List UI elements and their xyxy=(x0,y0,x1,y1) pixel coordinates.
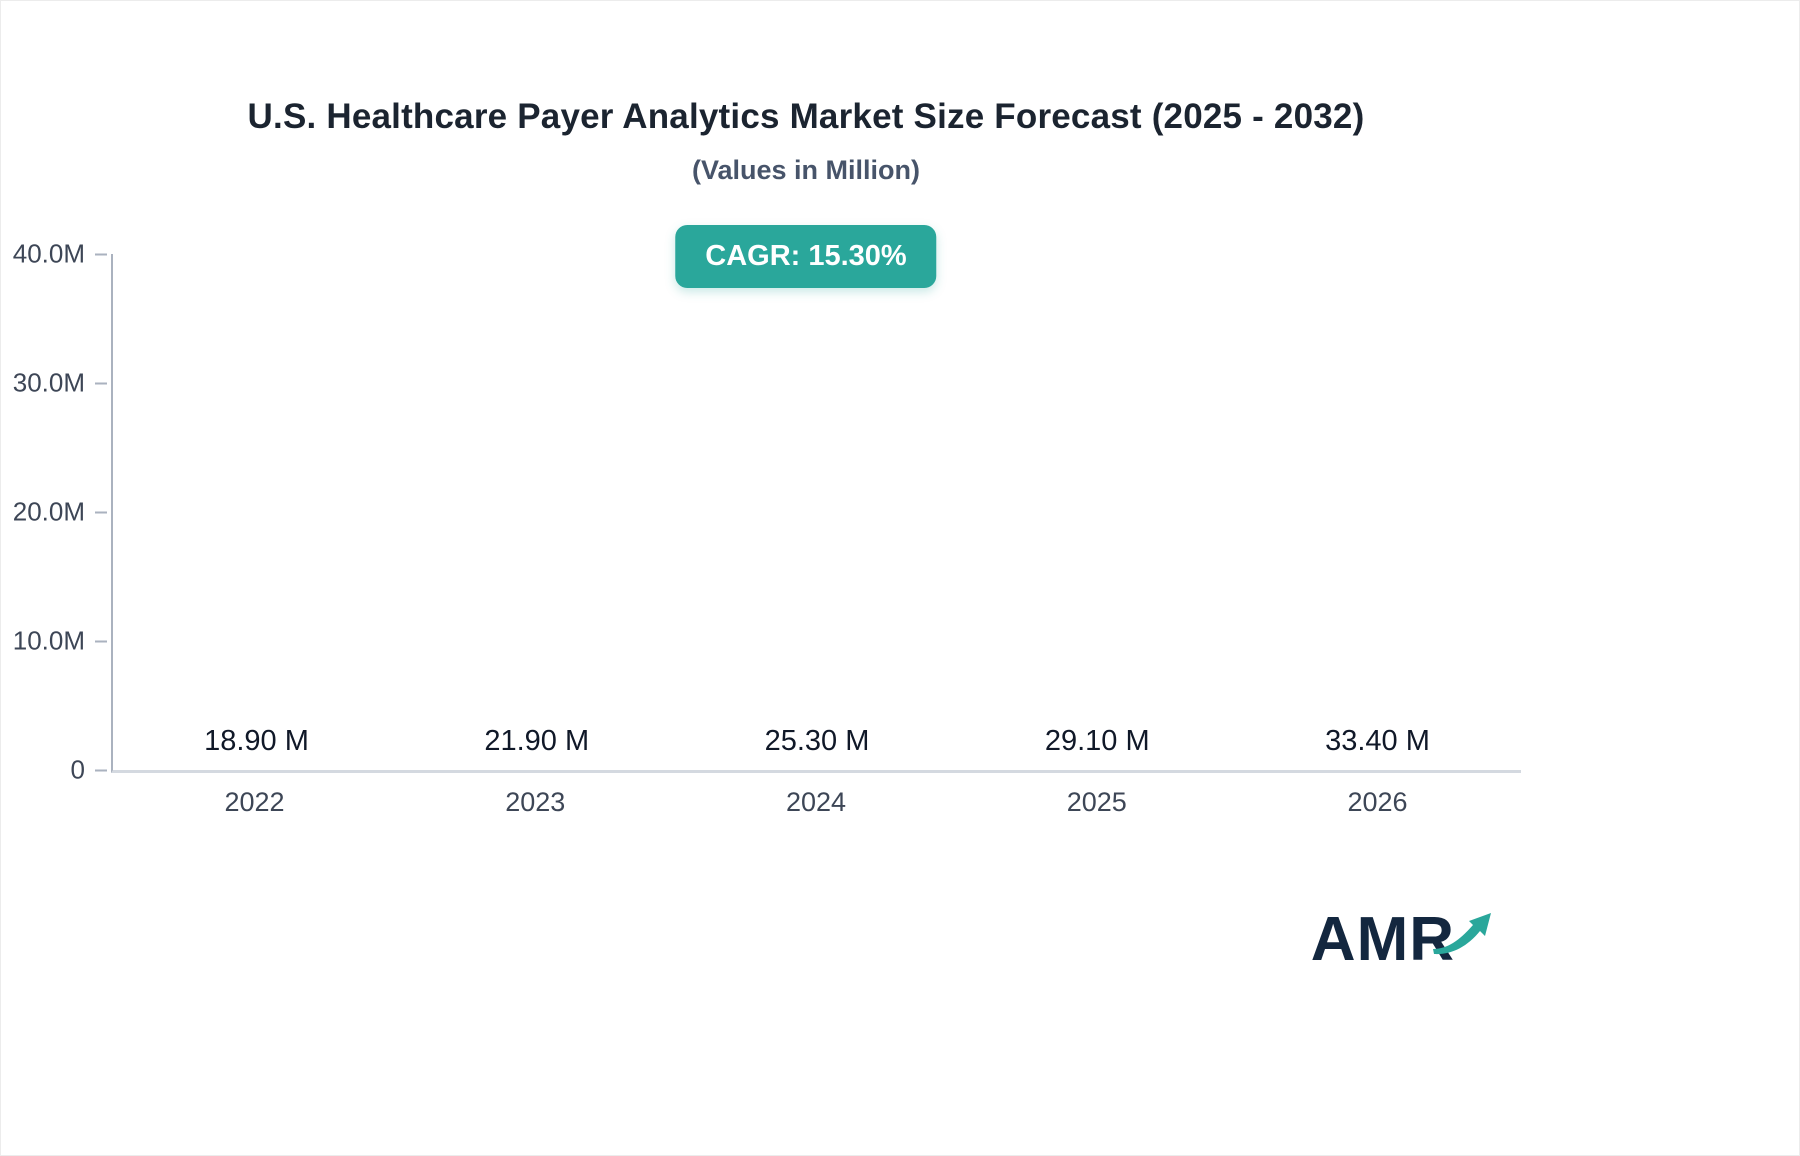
x-axis-label-2024: 2024 xyxy=(785,787,847,817)
x-axis-label-2026: 2026 xyxy=(1347,787,1408,817)
y-tick-10.0M: 10.0M xyxy=(13,626,107,657)
logo-text: AMR xyxy=(1310,905,1455,974)
x-axis-label-2022: 2022 xyxy=(224,787,285,817)
x-axis-label-2025: 2025 xyxy=(1066,787,1127,817)
bar-value-label: 25.30 M xyxy=(764,725,870,757)
y-tick-label: 30.0M xyxy=(12,367,85,398)
y-tick-label: 20.0M xyxy=(12,496,85,527)
growth-arrow-icon xyxy=(1429,905,1499,966)
bar-value-label: 21.90 M xyxy=(484,725,590,757)
chart-header: U.S. Healthcare Payer Analytics Market S… xyxy=(1,97,1611,186)
bar-group-2026: 33.40 M xyxy=(1256,725,1499,770)
brand-logo: AMR xyxy=(1311,904,1499,975)
bar-value-label: 33.40 M xyxy=(1325,725,1430,757)
bar-group-2025: 29.10 M xyxy=(976,725,1219,770)
bars-container: 18.90 M 21.90 M 25.30 M 29.10 M 33.40 M xyxy=(113,254,1521,770)
y-tick-label: 10.0M xyxy=(12,625,85,656)
cagr-badge: CAGR: 15.30% xyxy=(675,225,937,288)
bar-group-2024: 25.30 M xyxy=(696,725,939,770)
y-tick-40.0M: 40.0M xyxy=(13,239,107,270)
bar-group-2022: 18.90 M xyxy=(135,725,378,770)
y-tick-30.0M: 30.0M xyxy=(13,368,107,399)
y-tick-0: 0 xyxy=(71,755,107,786)
y-tick-mark xyxy=(95,511,107,513)
x-axis-label-2023: 2023 xyxy=(505,787,566,817)
y-tick-mark xyxy=(95,382,107,384)
y-tick-20.0M: 20.0M xyxy=(13,497,107,528)
y-tick-mark xyxy=(95,769,107,771)
y-tick-mark xyxy=(95,253,107,255)
y-tick-label: 0 xyxy=(70,754,85,785)
bar-group-2023: 21.90 M xyxy=(415,725,658,770)
plot-area: 0 10.0M 20.0M 30.0M 40.0M 18.90 M 21.90 M 25.3… xyxy=(13,239,1521,785)
y-tick-mark xyxy=(95,640,107,642)
y-tick-label: 40.0M xyxy=(12,238,85,269)
bar-value-label: 29.10 M xyxy=(1044,725,1150,757)
bar-value-label: 18.90 M xyxy=(204,725,309,757)
chart-subtitle: (Values in Million) xyxy=(691,155,921,185)
x-axis-labels: 2022 2023 2024 2025 2026 xyxy=(111,787,1521,818)
chart-title: U.S. Healthcare Payer Analytics Market S… xyxy=(247,97,1365,136)
